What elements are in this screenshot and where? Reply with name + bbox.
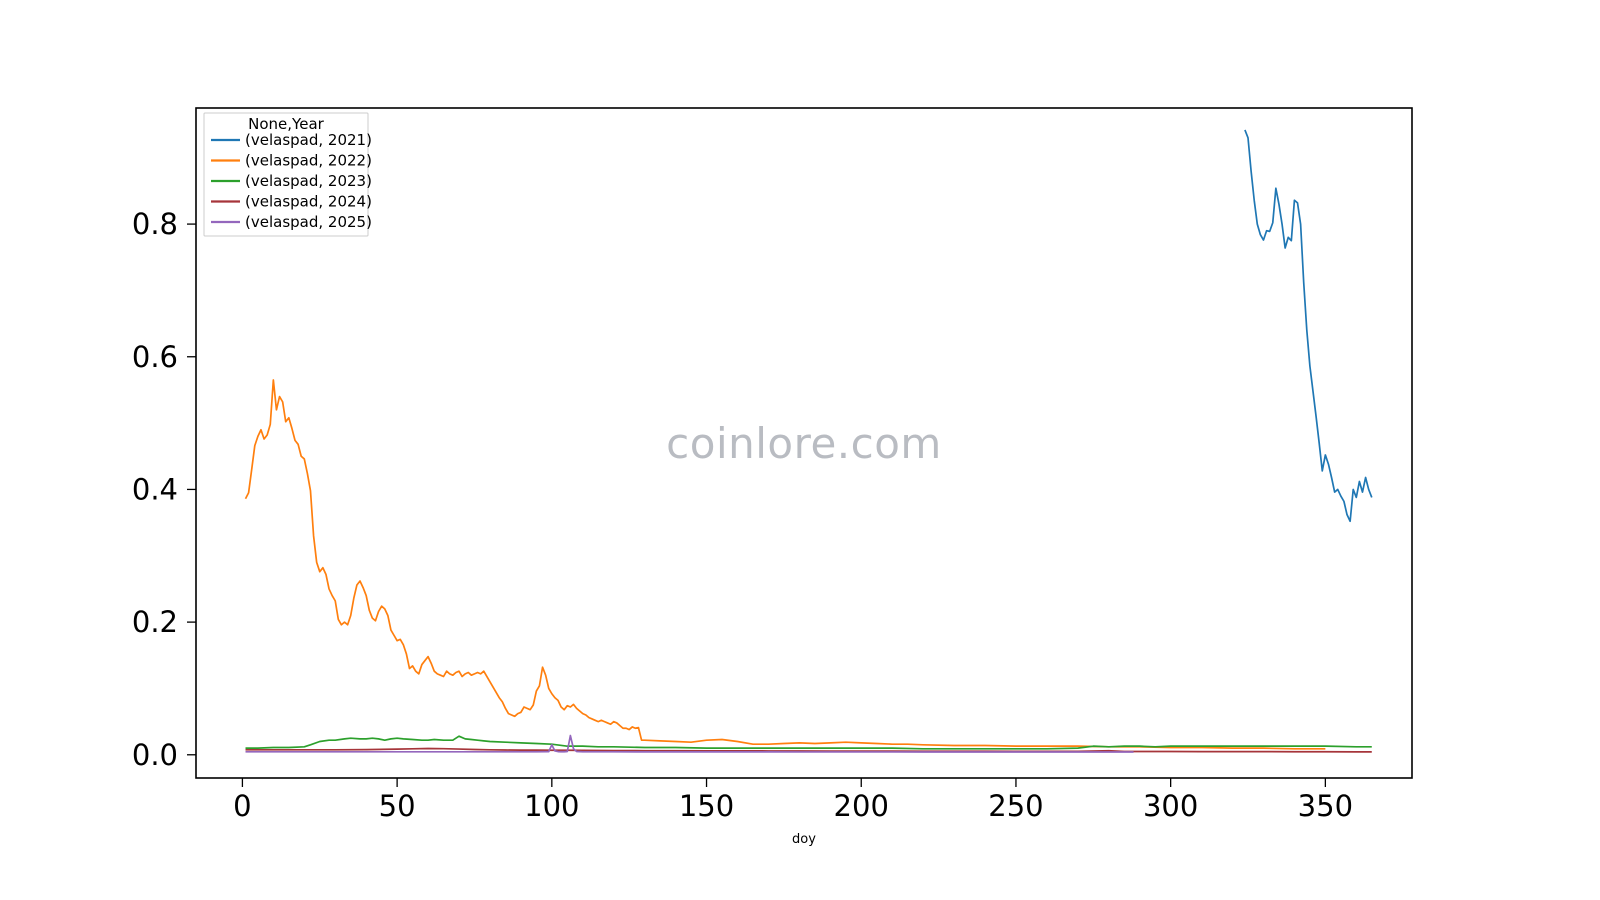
x-tick-label: 250: [988, 789, 1043, 823]
y-tick-label: 0.2: [132, 605, 178, 639]
plot-area-background: [196, 108, 1412, 778]
x-tick-label: 150: [679, 789, 734, 823]
legend-label-3: (velaspad, 2023): [245, 172, 372, 190]
x-tick-label: 300: [1143, 789, 1198, 823]
series-line-3: [245, 735, 1372, 750]
x-tick-label: 0: [233, 789, 251, 823]
series-group: [244, 129, 1373, 753]
x-tick-label: 350: [1298, 789, 1353, 823]
x-axis-ticks: 0 50 100 150 200 250 300 350: [233, 778, 1353, 823]
watermark-text: coinlore.com: [666, 419, 942, 468]
y-tick-label: 0.0: [132, 738, 178, 772]
legend-label-4: (velaspad, 2024): [245, 193, 372, 211]
x-tick-label: 200: [834, 789, 889, 823]
series-line-1: [1244, 129, 1373, 523]
series-line-4: [245, 747, 1372, 753]
y-axis-ticks: 0.0 0.2 0.4 0.6 0.8: [132, 207, 196, 772]
legend-label-1: (velaspad, 2021): [245, 131, 372, 149]
x-axis-title: doy: [792, 832, 816, 847]
legend-box: [203, 112, 369, 237]
chart-legend: None,Year (velaspad, 2021)(velaspad, 202…: [203, 112, 372, 237]
legend-label-5: (velaspad, 2025): [245, 213, 372, 231]
y-tick-label: 0.6: [132, 340, 178, 374]
plot-axes-spines: [195, 107, 1413, 779]
series-line-5: [245, 734, 1134, 753]
x-tick-label: 100: [524, 789, 579, 823]
x-tick-label: 50: [379, 789, 416, 823]
legend-title: None,Year: [248, 115, 324, 133]
series-line-2: [244, 379, 1326, 750]
legend-label-2: (velaspad, 2022): [245, 152, 372, 170]
y-tick-label: 0.8: [132, 207, 178, 241]
y-tick-label: 0.4: [132, 472, 178, 506]
legend-entries: (velaspad, 2021) (velaspad, 2022) (velaspa…: [211, 131, 372, 231]
